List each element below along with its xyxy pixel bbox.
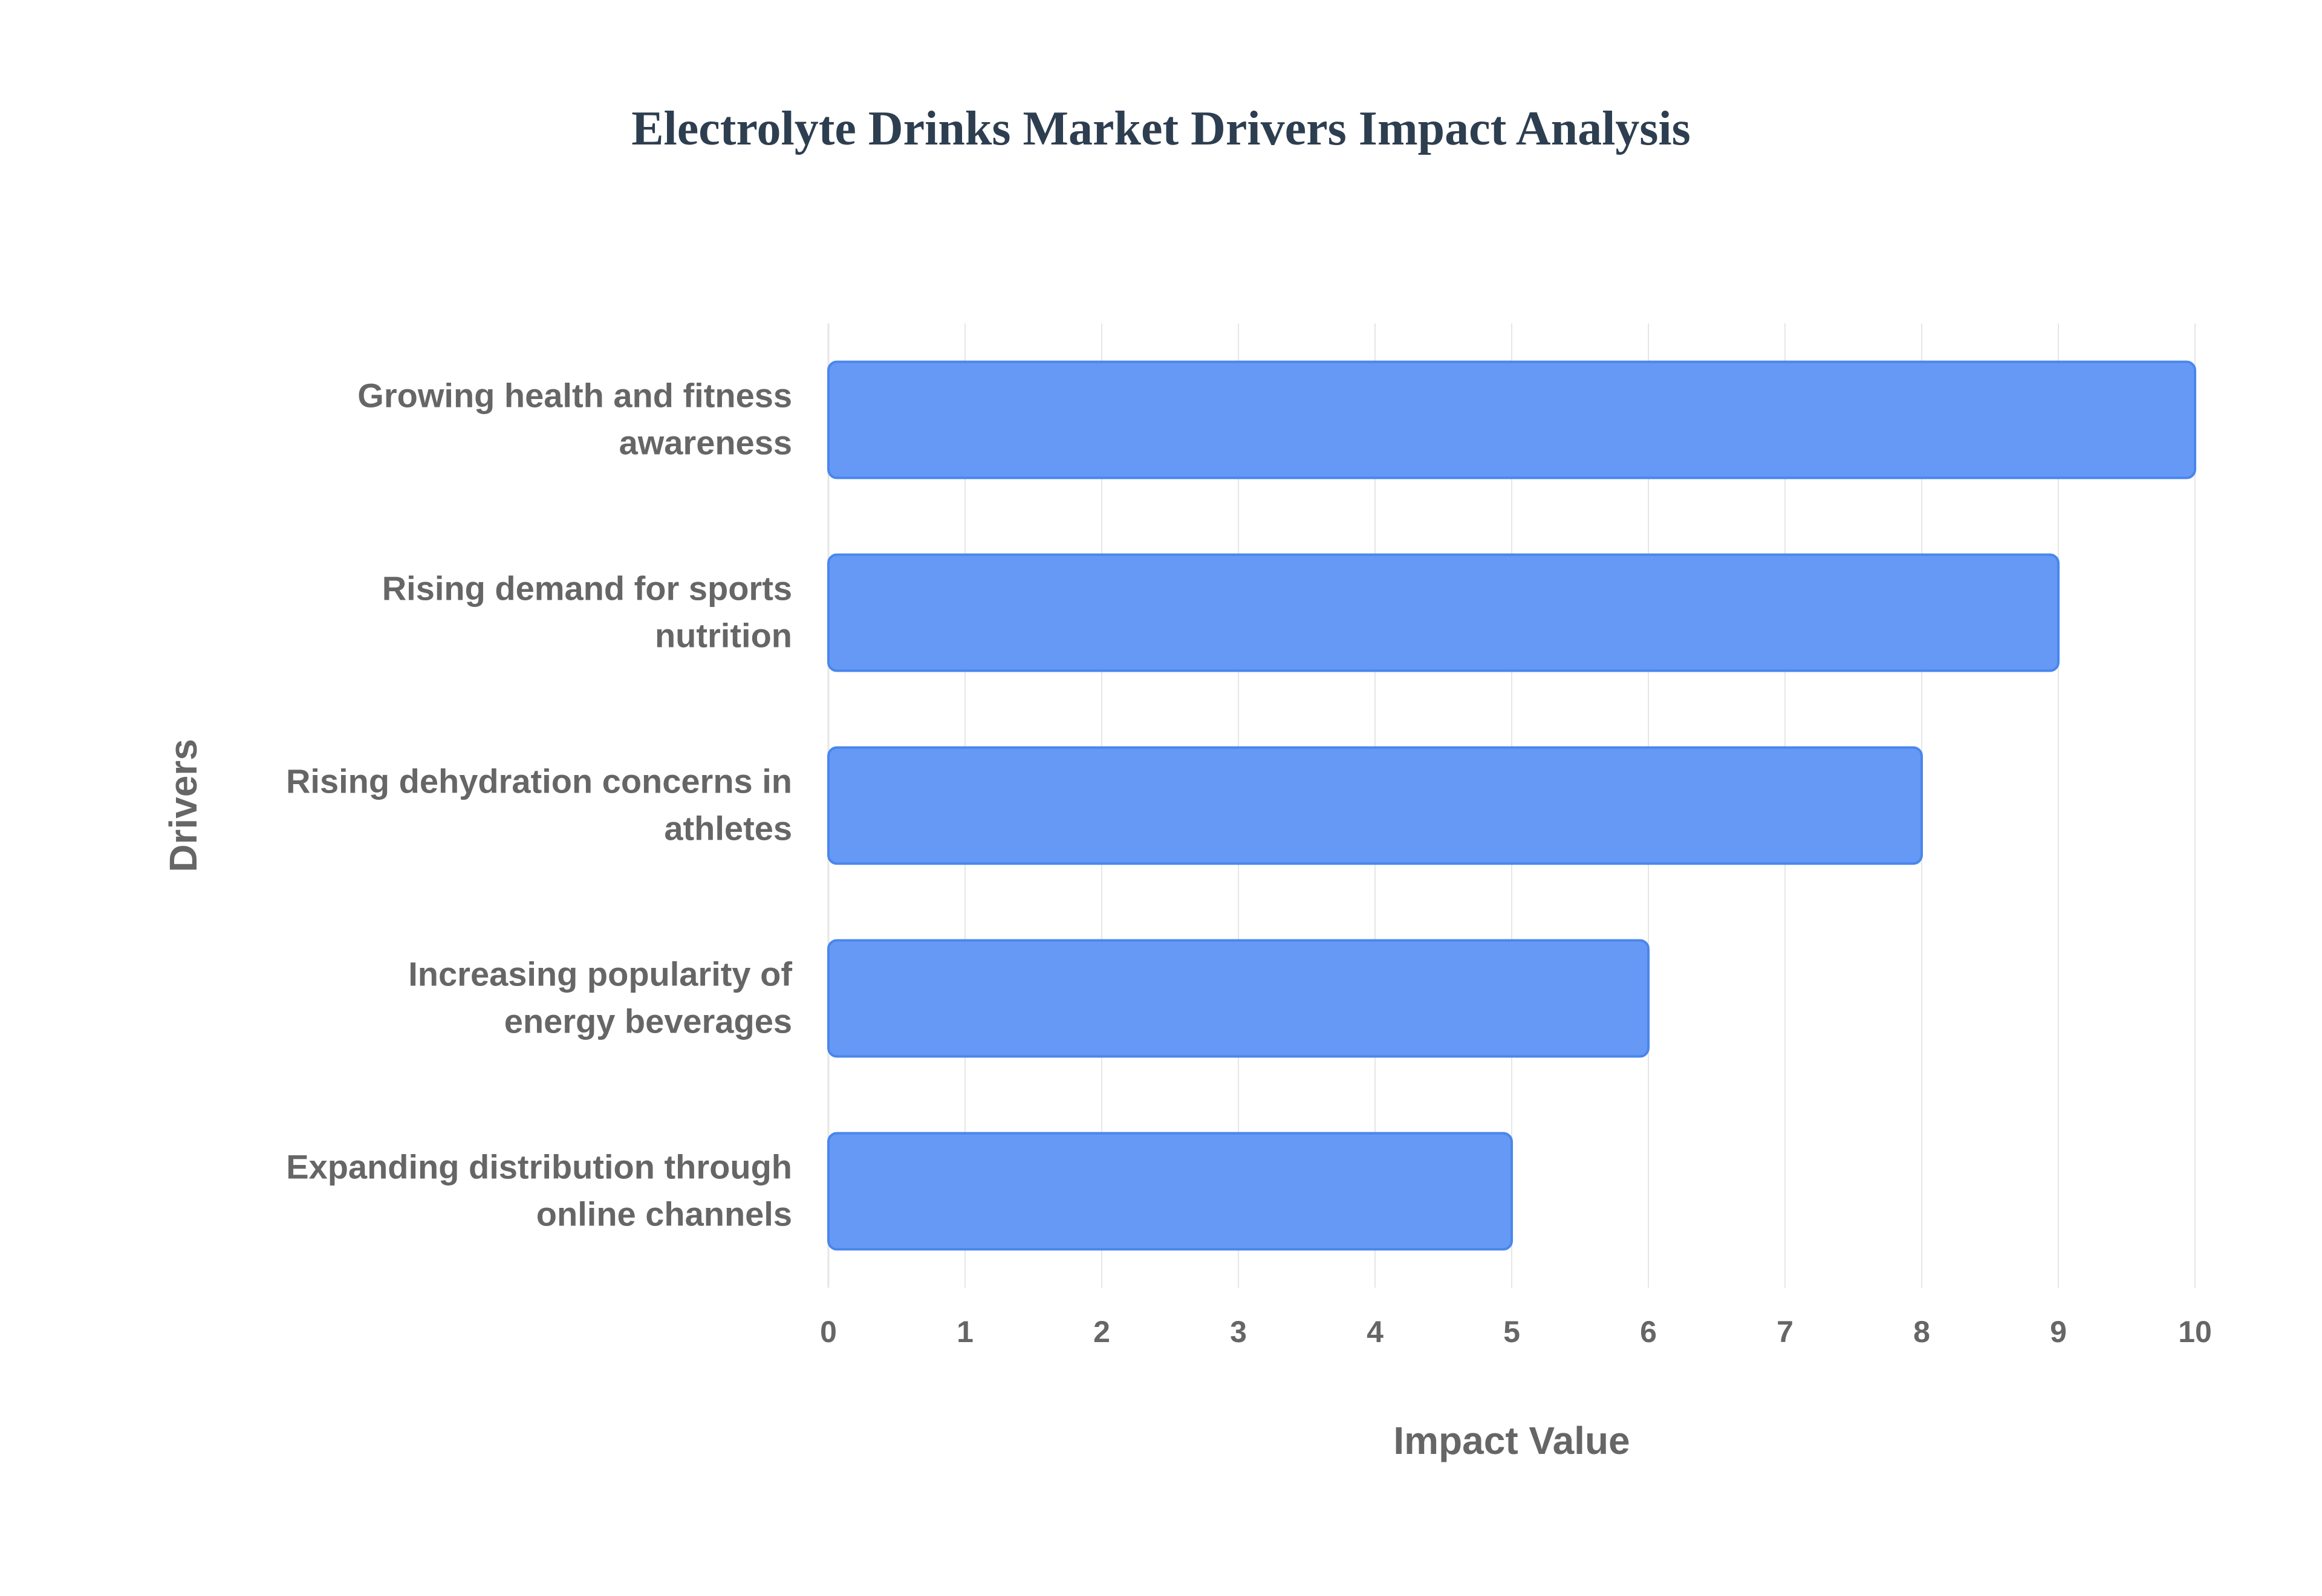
x-tick-label: 6 — [1640, 1315, 1657, 1349]
y-tick-label: Rising demand for sports nutrition — [382, 569, 792, 655]
y-tick-label: Increasing popularity of energy beverages — [408, 955, 792, 1040]
x-tick-label: 9 — [2050, 1315, 2067, 1349]
y-tick-label: Expanding distribution through online cha… — [286, 1148, 792, 1233]
bar — [827, 360, 2196, 479]
x-axis-title: Impact Value — [1393, 1419, 1630, 1462]
y-tick-label: Growing health and fitness awareness — [357, 377, 792, 462]
bar — [827, 939, 1650, 1058]
bar — [827, 1132, 1513, 1251]
x-tick-label: 7 — [1777, 1315, 1794, 1349]
x-tick-label: 2 — [1093, 1315, 1110, 1349]
x-tick-label: 3 — [1230, 1315, 1247, 1349]
y-tick-label: Rising dehydration concerns in athletes — [286, 762, 792, 848]
bar — [827, 746, 1923, 865]
y-axis-title: Drivers — [161, 739, 205, 872]
bar — [827, 553, 2060, 672]
x-tick-label: 1 — [957, 1315, 974, 1349]
x-tick-label: 0 — [820, 1315, 837, 1349]
chart-title: Electrolyte Drinks Market Drivers Impact… — [631, 102, 1691, 155]
x-tick-label: 8 — [1913, 1315, 1930, 1349]
x-tick-label: 10 — [2178, 1315, 2212, 1349]
x-tick-label: 4 — [1367, 1315, 1384, 1349]
x-tick-label: 5 — [1503, 1315, 1520, 1349]
